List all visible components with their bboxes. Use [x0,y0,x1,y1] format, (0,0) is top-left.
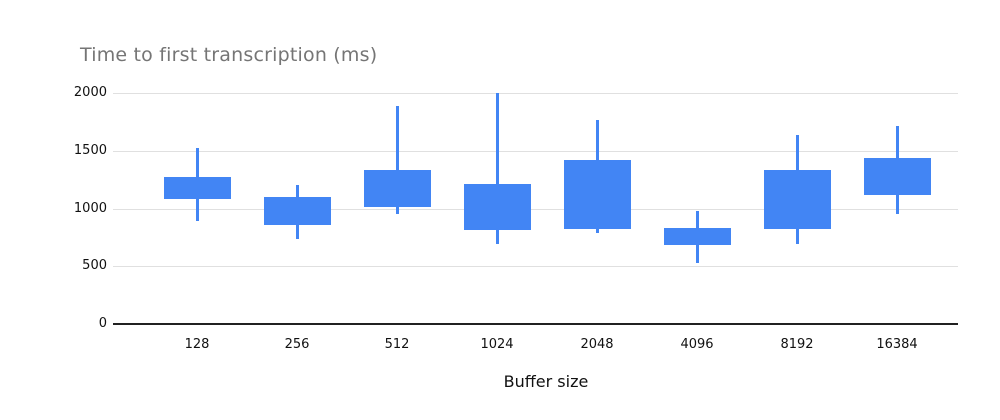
x-tick-label: 128 [184,337,210,352]
y-tick-label: 0 [98,316,107,331]
y-gridline [113,208,958,210]
y-gridline [113,93,958,94]
x-tick-label: 8192 [780,337,814,352]
y-tick-label: 1500 [73,142,107,158]
x-tick-label: 1024 [480,337,514,352]
x-tick-label: 2048 [580,337,614,352]
x-tick-label: 4096 [680,337,714,352]
y-tick-label: 2000 [73,85,107,100]
candle-whisker [495,93,499,245]
x-tick-label: 16384 [876,337,918,352]
chart-title: Time to first transcription (ms) [80,44,378,66]
candle-body[interactable] [863,157,931,195]
candle-body[interactable] [463,184,531,231]
y-gridline [113,150,958,152]
candle-body[interactable] [563,159,631,230]
candle-body[interactable] [663,228,731,246]
x-tick-label: 512 [384,337,410,352]
candle-body[interactable] [263,196,331,225]
x-axis-line [113,323,958,325]
x-tick-label: 256 [284,337,310,352]
plot-area [113,93,958,325]
candle-whisker [395,105,399,215]
x-axis-title: Buffer size [503,372,589,391]
y-tick-label: 1000 [73,200,107,216]
candle-body[interactable] [163,177,231,200]
candle-body[interactable] [763,170,831,230]
candle-body[interactable] [363,170,431,208]
y-gridline [113,266,958,268]
y-tick-label: 500 [82,258,107,274]
